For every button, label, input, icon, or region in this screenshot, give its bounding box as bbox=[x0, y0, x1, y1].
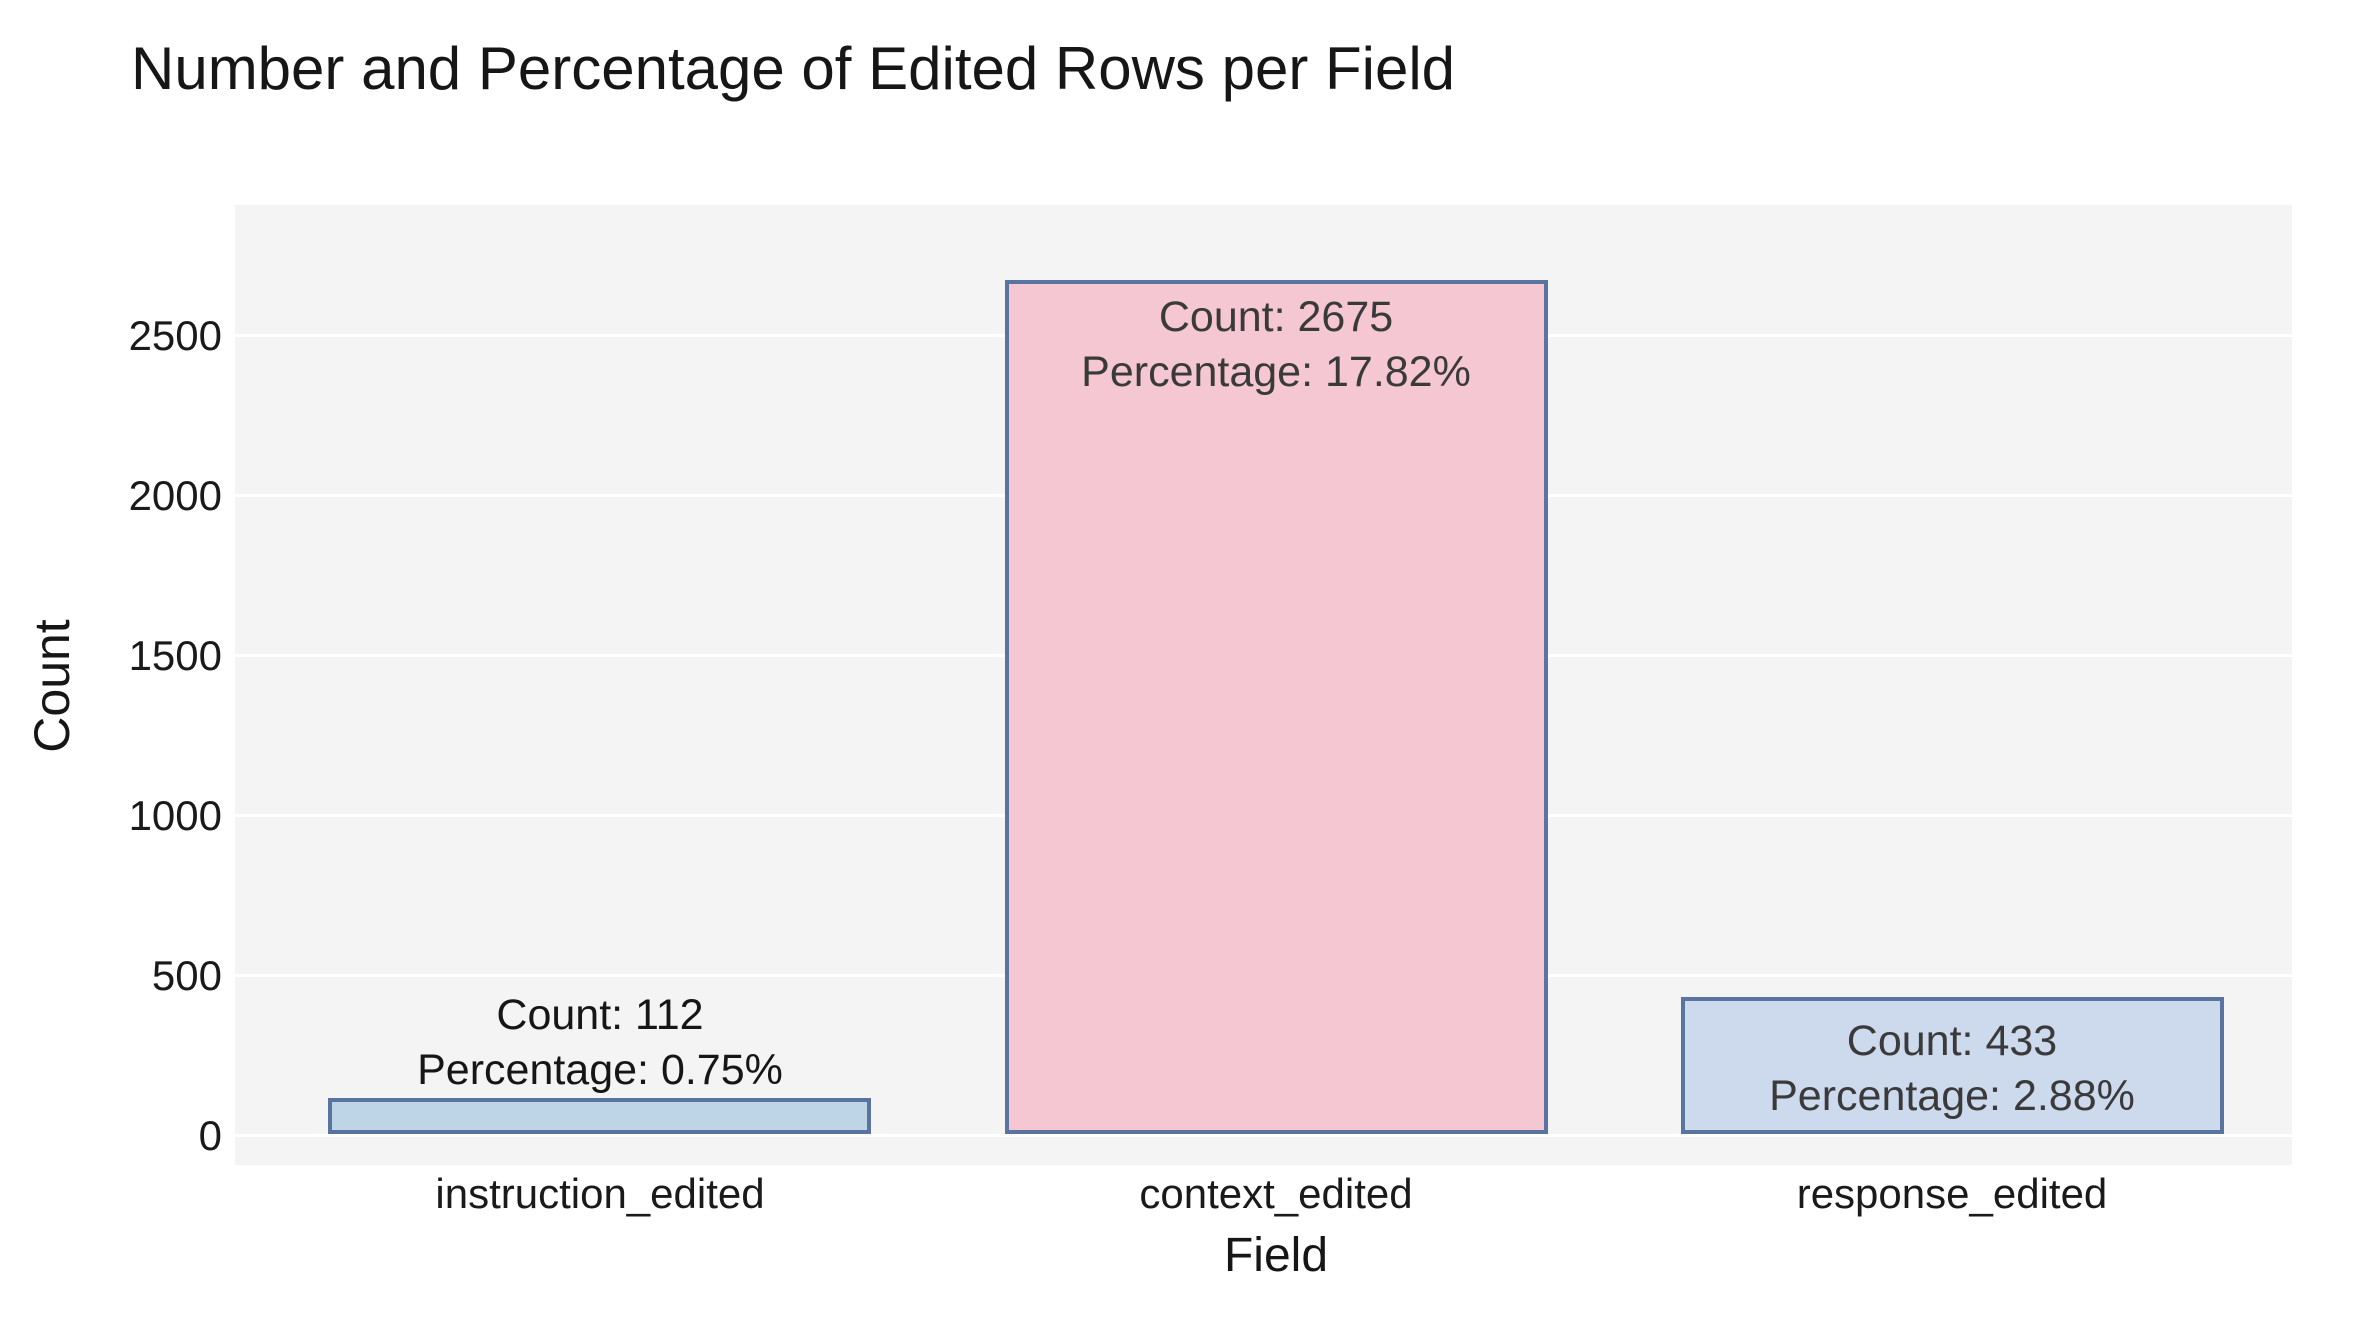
bar-instruction-edited bbox=[328, 1098, 871, 1134]
annotation-count-line: Count: 433 bbox=[1846, 1017, 2058, 1065]
bar-context-edited bbox=[1005, 280, 1548, 1134]
x-tick-label-response-edited: response_edited bbox=[1796, 1170, 2108, 1217]
y-tick-label-1000: 1000 bbox=[128, 792, 222, 839]
y-tick-label-2000: 2000 bbox=[128, 472, 222, 519]
y-tick-label-500: 500 bbox=[151, 952, 222, 999]
y-tick-label-2500: 2500 bbox=[128, 312, 222, 359]
annotation-percentage-line: Percentage: 2.88% bbox=[1769, 1072, 2135, 1120]
bar-annotation-response-edited: Count: 433 Percentage: 2.88% bbox=[1769, 1014, 2135, 1124]
plot-area: Count: 112 Percentage: 0.75% Count: 2675… bbox=[235, 205, 2292, 1165]
bar-response-edited bbox=[1681, 997, 2224, 1134]
x-tick-label-context-edited: context_edited bbox=[1139, 1170, 1413, 1217]
annotation-percentage-line: Percentage: 17.82% bbox=[1081, 348, 1471, 396]
y-tick-label-1500: 1500 bbox=[128, 632, 222, 679]
annotation-count-line: Count: 112 bbox=[496, 991, 704, 1039]
x-axis-title: Field bbox=[1223, 1229, 1329, 1282]
annotation-count-line: Count: 2675 bbox=[1158, 293, 1394, 341]
x-tick-label-instruction-edited: instruction_edited bbox=[435, 1170, 765, 1217]
bar-annotation-instruction-edited: Count: 112 Percentage: 0.75% bbox=[417, 988, 783, 1098]
chart-title: Number and Percentage of Edited Rows per… bbox=[131, 35, 1456, 102]
gridline-0 bbox=[235, 1134, 2292, 1137]
y-tick-label-0: 0 bbox=[198, 1112, 222, 1159]
annotation-percentage-line: Percentage: 0.75% bbox=[417, 1046, 783, 1094]
bar-annotation-context-edited: Count: 2675 Percentage: 17.82% bbox=[1081, 290, 1471, 400]
